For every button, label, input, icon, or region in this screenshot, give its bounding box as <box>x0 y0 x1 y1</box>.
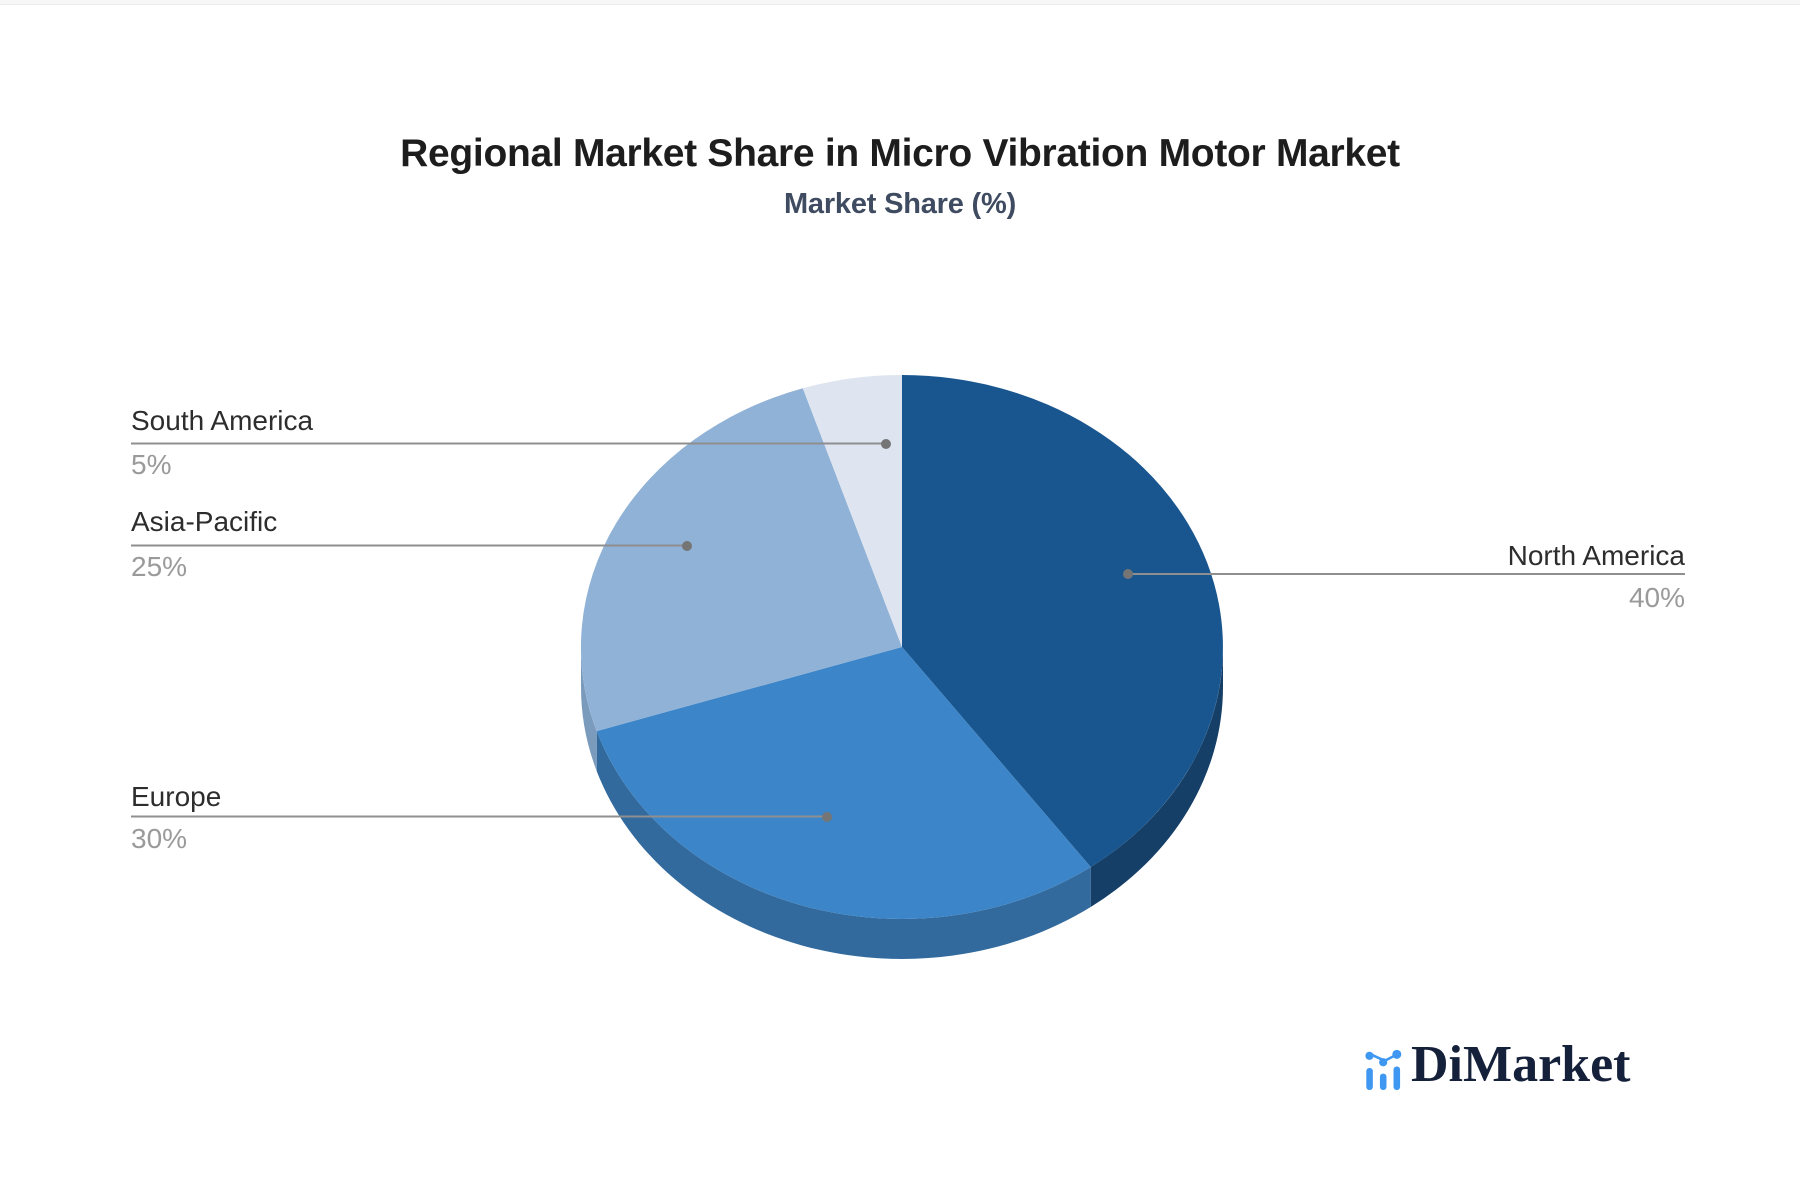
slice-value-europe: 30% <box>131 823 188 854</box>
leader-dot-asia-pacific <box>682 541 692 551</box>
slice-value-south-america: 5% <box>131 449 172 480</box>
slice-label-asia-pacific: Asia-Pacific <box>131 506 278 537</box>
slice-value-north-america: 40% <box>1628 582 1685 613</box>
leader-dot-europe <box>822 812 832 822</box>
pie-slice-side-north-america <box>1090 647 1223 907</box>
slice-label-south-america: South America <box>131 405 314 436</box>
leader-dot-north-america <box>1123 569 1133 579</box>
slice-value-asia-pacific: 25% <box>131 551 188 582</box>
pie-slice-side-europe <box>596 731 1091 959</box>
slice-label-europe: Europe <box>131 781 222 812</box>
brand-name: DiMarket <box>1411 1036 1631 1093</box>
brand-logo: DiMarket <box>1365 1039 1630 1091</box>
pie-slice-europe <box>596 647 1091 919</box>
bar-line-chart-icon <box>1365 1049 1402 1090</box>
top-edge-strip <box>0 0 1800 5</box>
pie-slice-north-america <box>902 375 1223 867</box>
chart-title: Regional Market Share in Micro Vibration… <box>400 132 1400 175</box>
pie-slice-asia-pacific <box>580 388 902 732</box>
leader-dot-south-america <box>881 439 891 449</box>
chart-subtitle: Market Share (%) <box>783 188 1017 220</box>
pie-slice-side-asia-pacific <box>580 647 597 772</box>
slice-label-north-america: North America <box>1507 540 1685 571</box>
